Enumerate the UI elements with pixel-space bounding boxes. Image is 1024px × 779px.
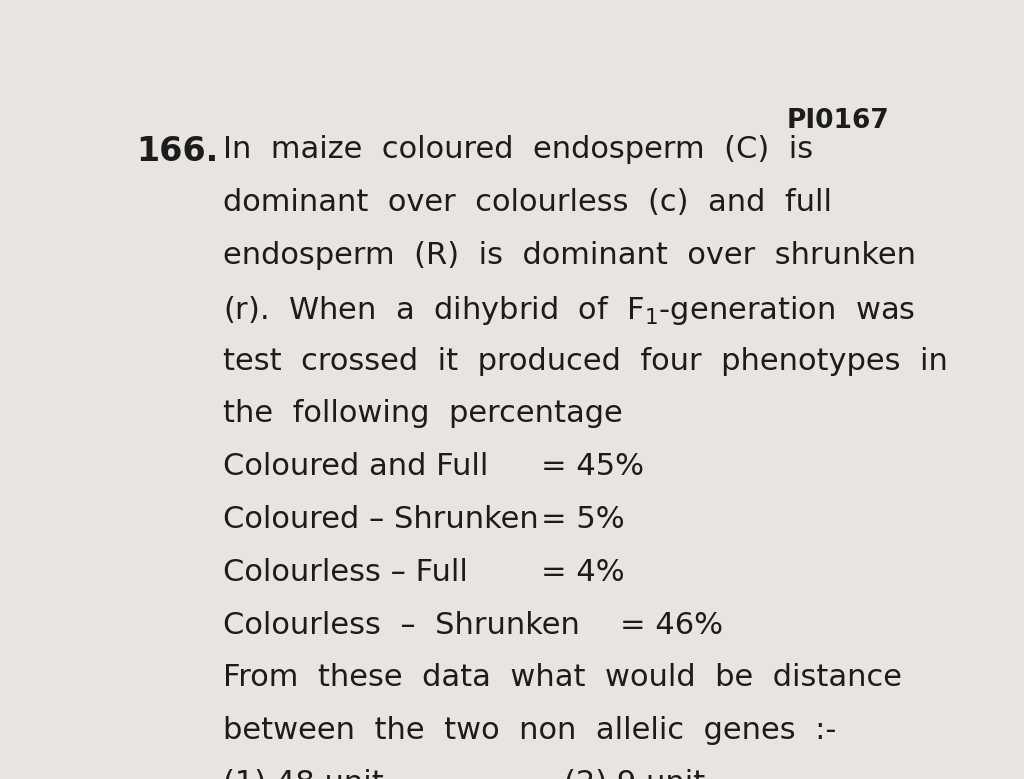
Text: the  following  percentage: the following percentage: [223, 400, 623, 428]
Text: dominant  over  colourless  (c)  and  full: dominant over colourless (c) and full: [223, 189, 833, 217]
Text: = 45%: = 45%: [541, 452, 644, 481]
Text: PI0167: PI0167: [787, 108, 890, 135]
Text: = 46%: = 46%: [620, 611, 723, 640]
Text: (r).  When  a  dihybrid  of  F$_1$-generation  was: (r). When a dihybrid of F$_1$-generation…: [223, 294, 915, 327]
Text: Coloured and Full: Coloured and Full: [223, 452, 488, 481]
Text: (2) 9 unit: (2) 9 unit: [564, 769, 706, 779]
Text: Coloured – Shrunken: Coloured – Shrunken: [223, 505, 539, 534]
Text: between  the  two  non  allelic  genes  :-: between the two non allelic genes :-: [223, 716, 837, 745]
Text: endosperm  (R)  is  dominant  over  shrunken: endosperm (R) is dominant over shrunken: [223, 241, 916, 270]
Text: Colourless  –  Shrunken: Colourless – Shrunken: [223, 611, 581, 640]
Text: 166.: 166.: [136, 136, 218, 168]
Text: (1) 48 unit: (1) 48 unit: [223, 769, 384, 779]
Text: test  crossed  it  produced  four  phenotypes  in: test crossed it produced four phenotypes…: [223, 347, 948, 375]
Text: Colourless – Full: Colourless – Full: [223, 558, 468, 587]
Text: = 4%: = 4%: [541, 558, 625, 587]
Text: = 5%: = 5%: [541, 505, 625, 534]
Text: From  these  data  what  would  be  distance: From these data what would be distance: [223, 663, 902, 693]
Text: In  maize  coloured  endosperm  (C)  is: In maize coloured endosperm (C) is: [223, 136, 813, 164]
